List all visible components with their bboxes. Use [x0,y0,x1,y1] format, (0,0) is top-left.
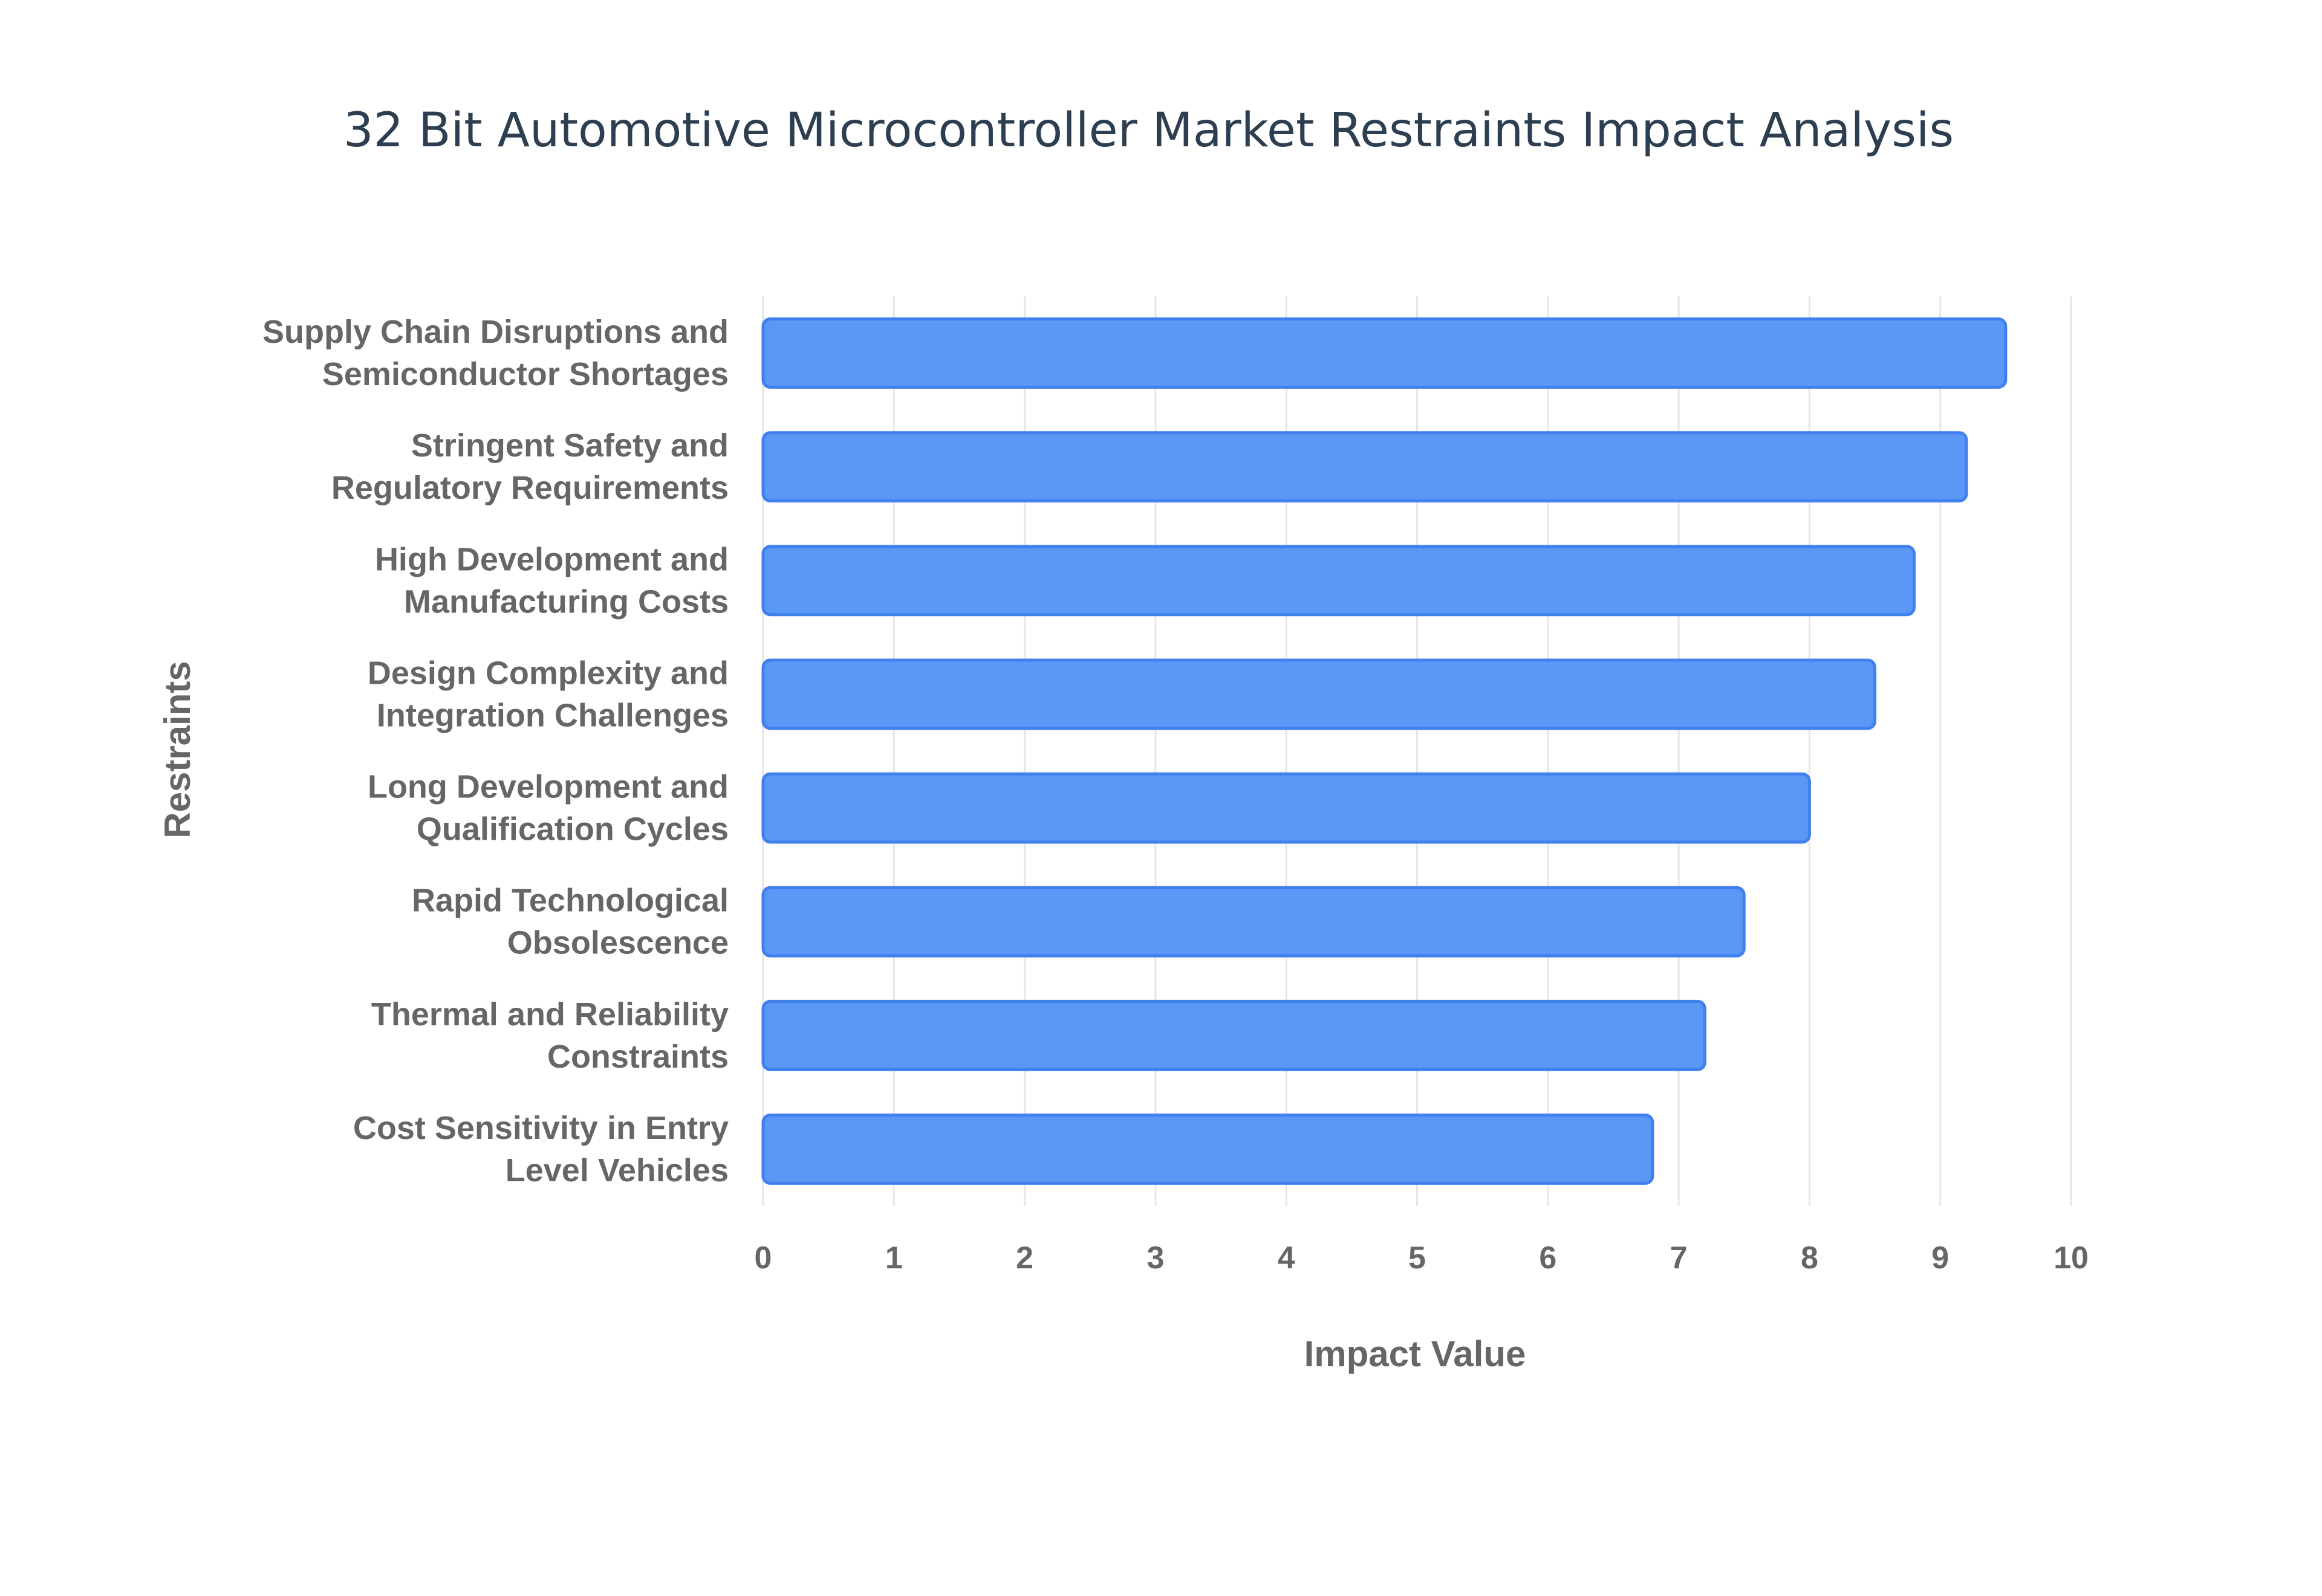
category-label: Cost Sensitivity in Entry Level Vehicles [353,1110,729,1189]
x-tick-labels: 0 1 2 3 4 5 6 7 8 9 10 [755,1241,2089,1276]
x-tick-label: 3 [1146,1241,1164,1276]
x-tick-label: 8 [1801,1241,1818,1276]
category-label: Rapid Technological Obsolescence [412,883,729,961]
x-tick-label: 10 [2054,1241,2089,1276]
bar [761,772,1811,844]
x-tick-label: 0 [755,1241,772,1276]
chart-title: 32 Bit Automotive Microcontroller Market… [343,103,1954,158]
category-label: Design Complexity and Integration Challen… [368,655,729,733]
bar [761,886,1746,958]
bar [761,1114,1654,1185]
x-tick-label: 6 [1539,1241,1556,1276]
category-label: Stringent Safety and Regulatory Requireme… [331,427,729,506]
bar [761,431,1968,503]
bar [761,658,1877,730]
x-tick-label: 2 [1016,1241,1033,1276]
bar [761,545,1916,617]
x-tick-label: 1 [885,1241,903,1276]
x-tick-label: 7 [1670,1241,1688,1276]
x-axis-title: Impact Value [1304,1334,1526,1374]
category-label: High Development and Manufacturing Costs [375,541,729,620]
category-label: Long Development and Qualification Cycles [368,769,729,848]
category-labels: Supply Chain Disruptions and Semiconducto… [262,314,729,1189]
bars [761,317,2008,1185]
bar [761,999,1706,1071]
x-tick-label: 5 [1408,1241,1426,1276]
y-axis-title: Restraints [157,661,198,838]
category-label: Supply Chain Disruptions and Semiconducto… [262,314,729,392]
x-tick-label: 9 [1931,1241,1949,1276]
category-label: Thermal and Reliability Constraints [371,996,729,1075]
x-tick-label: 4 [1278,1241,1295,1276]
bar [761,317,2008,389]
